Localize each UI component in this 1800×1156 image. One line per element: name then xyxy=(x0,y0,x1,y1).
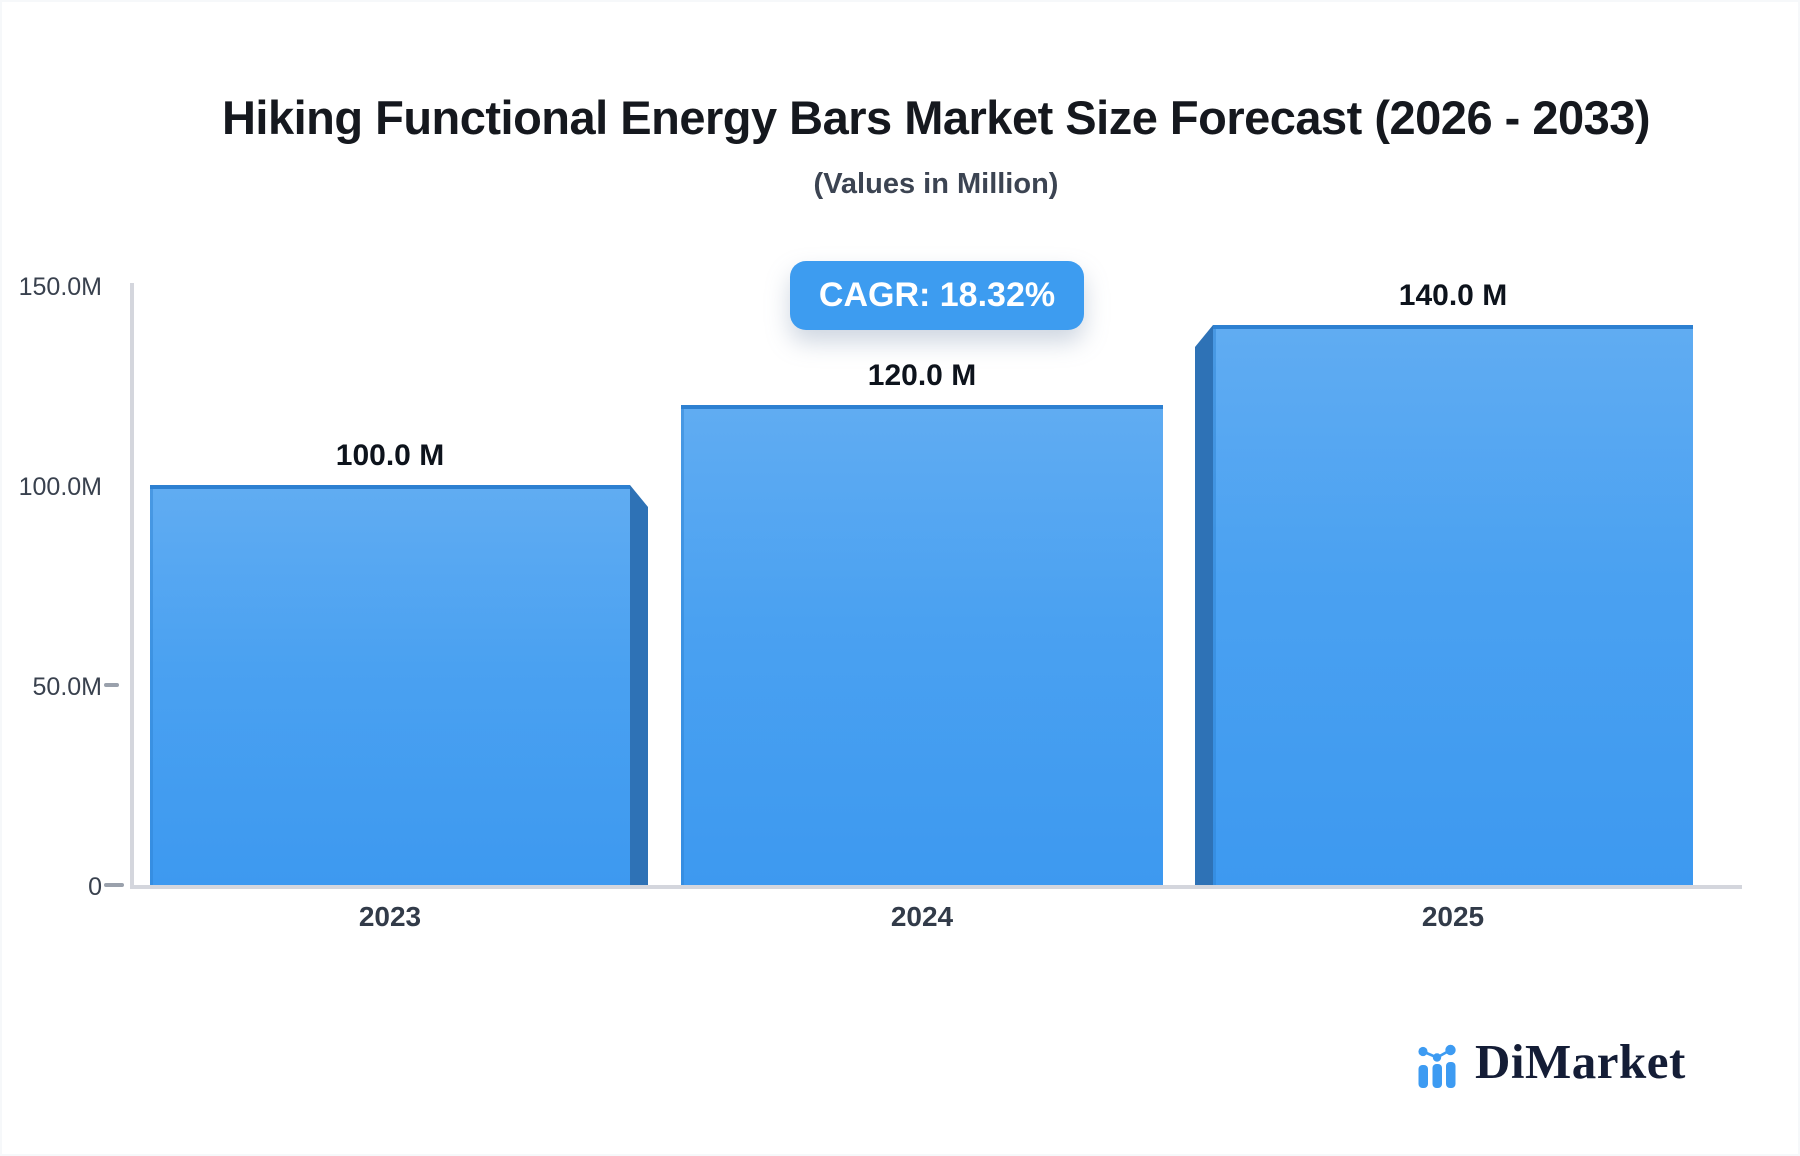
bar-value-label: 120.0 M xyxy=(867,359,977,392)
brand-logo: DiMarket xyxy=(1414,1034,1686,1088)
chart-title: Hiking Functional Energy Bars Market Siz… xyxy=(221,91,1651,144)
x-axis-label: 2024 xyxy=(890,901,954,932)
dimarket-bar-chart-icon xyxy=(1418,1044,1456,1088)
y-axis-tick-mark xyxy=(104,883,124,887)
y-axis-tick-label: 100.0M xyxy=(18,473,102,501)
y-axis-tick-label: 0 xyxy=(88,873,102,901)
chart-subtitle: (Values in Million) xyxy=(813,168,1059,200)
cagr-badge: CAGR: 18.32% xyxy=(790,261,1084,330)
bar-value-label: 100.0 M xyxy=(335,439,445,472)
bar-value-label: 140.0 M xyxy=(1398,279,1508,312)
bar-2024 xyxy=(681,405,1163,885)
bar-side-face-right xyxy=(630,485,648,885)
bar-2023 xyxy=(150,485,630,885)
x-axis-line xyxy=(130,885,1742,889)
y-axis-tick-label: 50.0M xyxy=(32,673,102,701)
y-axis-tick-mark xyxy=(104,683,119,687)
y-axis-line xyxy=(130,283,134,889)
cagr-badge-label: CAGR: 18.32% xyxy=(818,276,1056,314)
bar-2025 xyxy=(1213,325,1693,885)
logo-text: DiMarket xyxy=(1475,1034,1686,1089)
x-axis-label: 2023 xyxy=(358,901,422,932)
y-axis-tick-label: 150.0M xyxy=(18,273,102,301)
bar-side-face-left xyxy=(1195,325,1213,885)
x-axis-label: 2025 xyxy=(1421,901,1485,932)
